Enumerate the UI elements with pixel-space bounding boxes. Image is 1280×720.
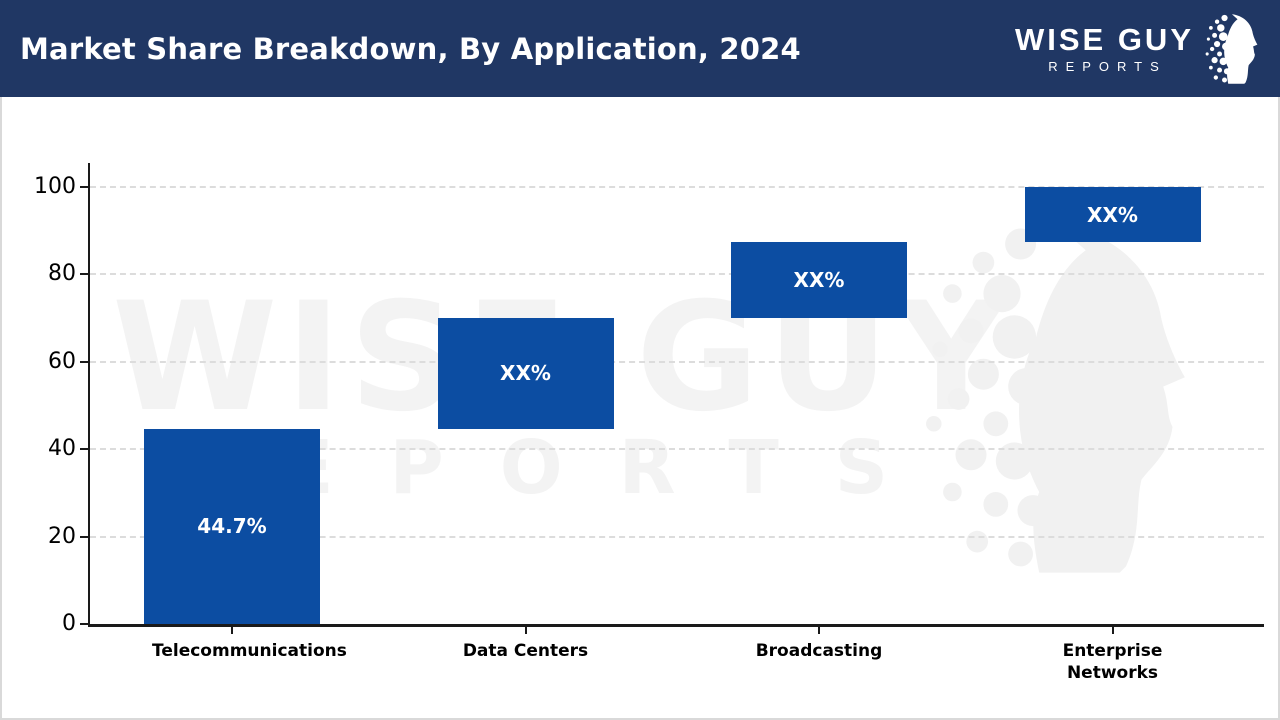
wiseguy-logo: WISE GUY REPORTS: [1015, 9, 1258, 89]
grid-line: [90, 186, 1264, 188]
header-bar: Market Share Breakdown, By Application, …: [0, 0, 1280, 97]
y-tick: [80, 360, 88, 363]
waterfall-chart: 0 20 40 60 80 100 44.7% Telecommunications XX% Da…: [2, 97, 1278, 718]
x-tick: [1111, 627, 1114, 634]
bar-segment: XX%: [437, 318, 614, 429]
y-tick-label: 20: [48, 523, 76, 549]
x-tick: [231, 627, 233, 634]
grid-line: [90, 535, 1264, 538]
logo-text: WISE GUY REPORTS: [1015, 24, 1194, 74]
y-tick-label: 0: [62, 611, 76, 636]
grid-line: [90, 360, 1264, 363]
y-tick: [80, 273, 88, 276]
x-category-label: Telecommunications: [152, 641, 347, 661]
page-title: Market Share Breakdown, By Application, …: [20, 31, 801, 66]
bar-segment: XX%: [731, 242, 907, 319]
y-tick: [80, 186, 88, 188]
grid-line: [90, 448, 1264, 451]
x-category-label: Data Centers: [462, 641, 589, 661]
y-tick-label: 80: [48, 261, 76, 287]
y-tick-label: 40: [48, 436, 76, 462]
bar-segment: 44.7%: [144, 428, 320, 624]
x-tick: [818, 627, 820, 634]
bar-segment: XX%: [1024, 187, 1201, 243]
y-tick-label: 100: [34, 174, 76, 199]
x-axis-line: [88, 624, 1264, 627]
bar-value-label: XX%: [500, 361, 551, 386]
x-category-label: Broadcasting: [755, 641, 883, 661]
bar-value-label: XX%: [1087, 202, 1138, 227]
y-axis-line: [88, 163, 90, 627]
logo-subtext: REPORTS: [1048, 58, 1167, 74]
x-tick: [524, 627, 527, 634]
y-tick: [80, 623, 88, 625]
y-tick-label: 60: [48, 348, 76, 374]
grid-line: [90, 273, 1264, 276]
y-tick: [80, 535, 88, 538]
wiseguy-face-icon: [1196, 9, 1258, 89]
bar-value-label: XX%: [793, 268, 845, 293]
chart-panel: WISE GUY REPORTS 0 20 40 60 80 100 44.7% Teleco…: [0, 97, 1280, 720]
x-category-label: Enterprise Networks: [1062, 641, 1163, 684]
y-tick: [80, 448, 88, 451]
bar-value-label: 44.7%: [197, 514, 267, 539]
logo-wordmark: WISE GUY: [1014, 21, 1194, 57]
